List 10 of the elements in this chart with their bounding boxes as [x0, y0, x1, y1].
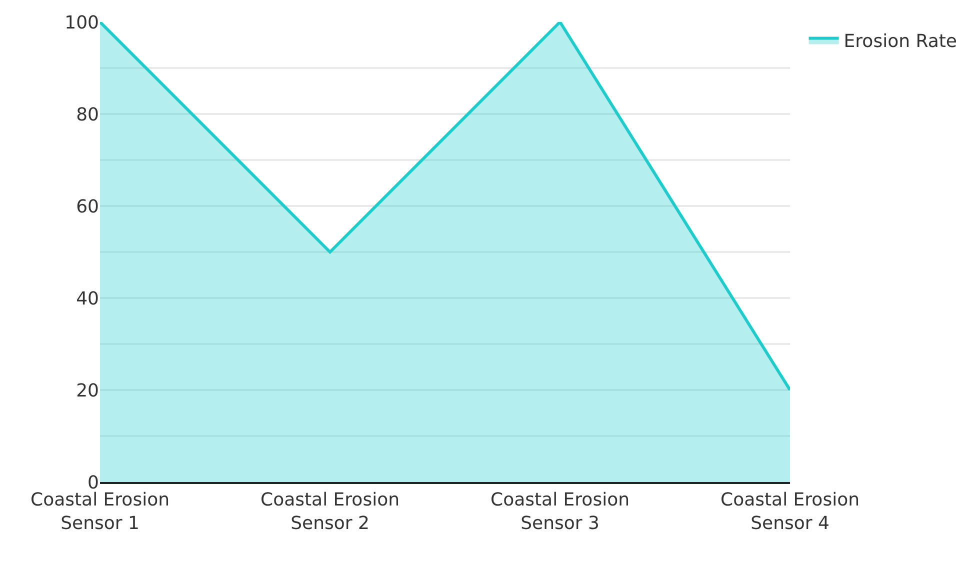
x-tick-label: Coastal Erosion Sensor 3 — [490, 490, 630, 534]
x-tick-label: Coastal Erosion Sensor 4 — [720, 490, 860, 534]
x-tick-label: Coastal Erosion Sensor 2 — [260, 490, 400, 534]
y-tick-label: 40 — [76, 288, 99, 310]
y-tick-label: 20 — [76, 380, 99, 402]
y-tick-label: 80 — [76, 104, 99, 126]
y-tick-label: 60 — [76, 196, 99, 218]
y-tick-label: 100 — [64, 12, 99, 34]
x-tick-label: Coastal Erosion Sensor 1 — [30, 490, 170, 534]
legend-label: Erosion Rate — [844, 31, 957, 52]
